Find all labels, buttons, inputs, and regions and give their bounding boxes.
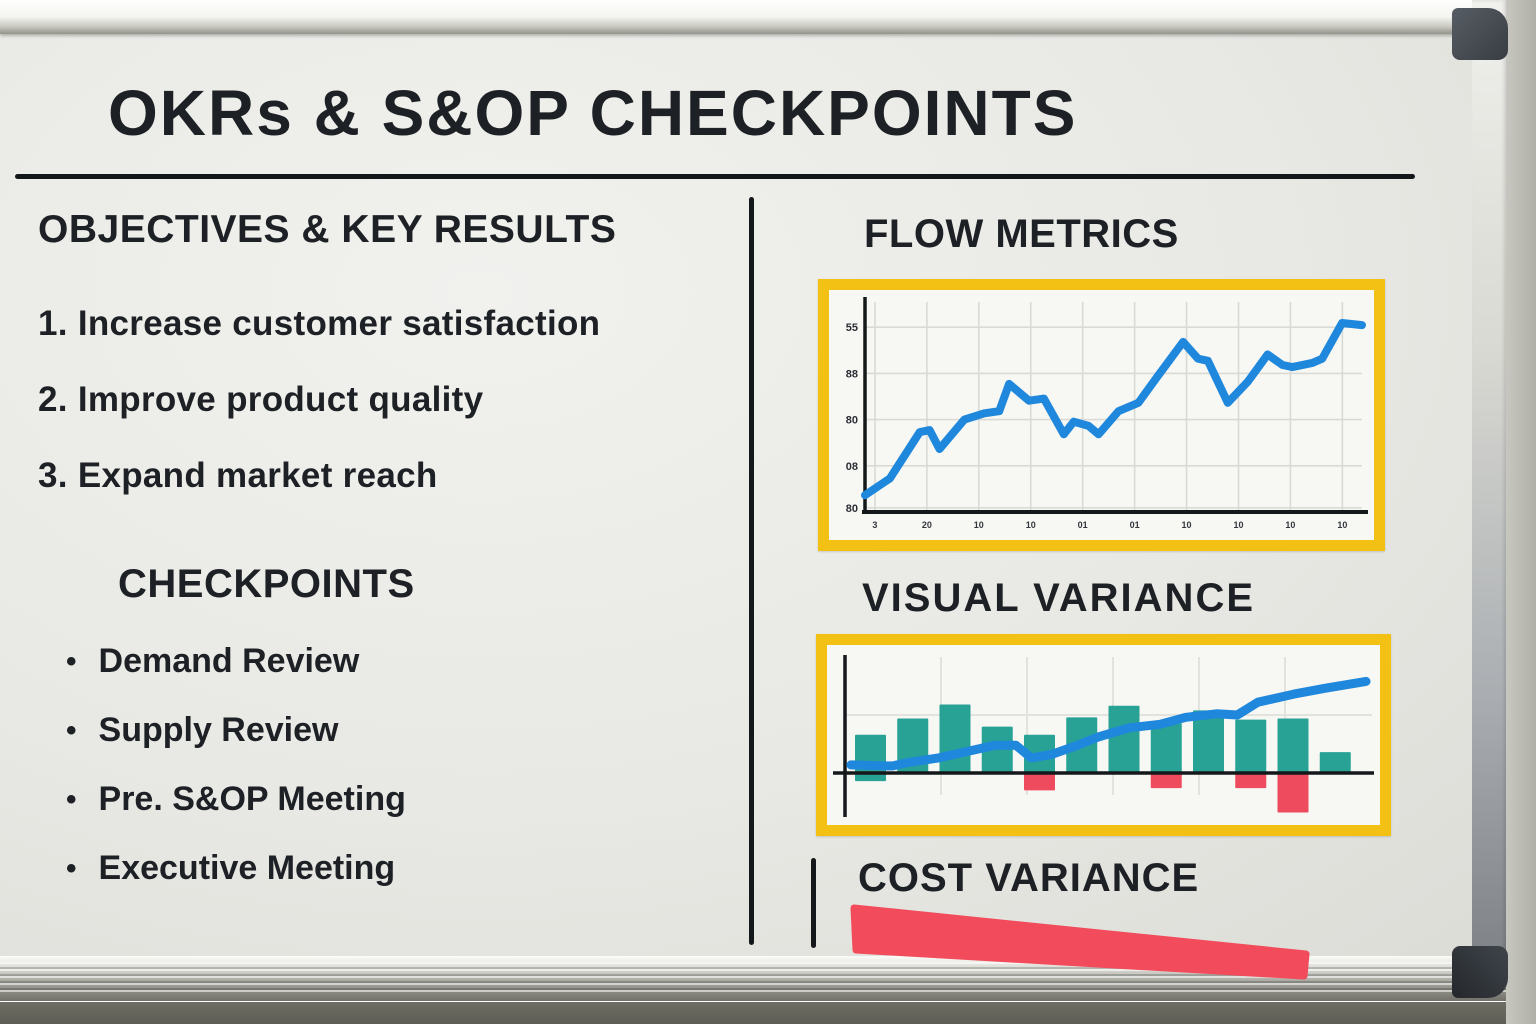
flow-metrics-line-chart: 55 88 80 08 80 3 20 10 10 01 01 10 10 10 10: [846, 297, 1368, 530]
svg-text:55: 55: [846, 322, 858, 334]
checkpoints-section-heading: CHECKPOINTS: [118, 562, 415, 606]
frame-corner-cap-bottom-right: [1452, 946, 1508, 998]
svg-text:10: 10: [1337, 520, 1347, 530]
cost-variance-heading: COST VARIANCE: [858, 856, 1200, 900]
wall-right-of-board: [1506, 0, 1536, 1024]
wall-below-board: [0, 1002, 1536, 1024]
whiteboard-frame-top: [0, 0, 1512, 34]
checkpoint-label: Supply Review: [98, 711, 339, 749]
svg-text:10: 10: [1182, 520, 1192, 530]
objectives-list: 1. Increase customer satisfaction 2. Impr…: [38, 304, 600, 532]
svg-text:08: 08: [846, 461, 858, 473]
flow-metrics-chart-frame: 55 88 80 08 80 3 20 10 10 01 01 10 10 10 10: [818, 279, 1385, 551]
objective-item: 1. Increase customer satisfaction: [38, 304, 601, 343]
checkpoint-item: • Executive Meeting: [66, 849, 406, 918]
bullet-icon: •: [66, 783, 77, 816]
checkpoint-item: • Demand Review: [66, 642, 406, 711]
visual-variance-heading: VISUAL VARIANCE: [862, 576, 1256, 620]
objective-item: 3. Expand market reach: [38, 456, 438, 495]
svg-text:3: 3: [872, 520, 877, 530]
svg-text:20: 20: [922, 520, 932, 530]
page-title: OKRs & S&OP CHECKPOINTS: [108, 77, 1078, 149]
column-divider-line: [749, 197, 754, 945]
svg-text:10: 10: [974, 520, 984, 530]
checkpoint-item: • Pre. S&OP Meeting: [66, 780, 406, 849]
title-underline-rule: [15, 174, 1415, 179]
frame-corner-cap-top-right: [1452, 8, 1508, 60]
okr-section-heading: OBJECTIVES & KEY RESULTS: [38, 208, 617, 251]
svg-text:10: 10: [1026, 520, 1036, 530]
bullet-icon: •: [66, 714, 77, 747]
svg-text:80: 80: [846, 503, 858, 515]
svg-text:01: 01: [1130, 520, 1140, 530]
svg-text:01: 01: [1078, 520, 1088, 530]
svg-text:10: 10: [1233, 520, 1243, 530]
checkpoint-label: Executive Meeting: [98, 849, 396, 887]
checkpoint-label: Pre. S&OP Meeting: [98, 780, 406, 818]
flow-metrics-heading: FLOW METRICS: [864, 212, 1179, 256]
svg-text:88: 88: [846, 368, 858, 380]
checkpoint-label: Demand Review: [98, 642, 360, 680]
cost-variance-tick-line: [811, 858, 816, 948]
visual-variance-bar-chart: [833, 655, 1374, 817]
visual-variance-chart-frame: [816, 634, 1391, 836]
bullet-icon: •: [66, 852, 77, 885]
svg-text:10: 10: [1285, 520, 1295, 530]
cost-variance-trend-stroke: [846, 898, 1316, 986]
checkpoints-list: • Demand Review • Supply Review • Pre. S&OP M…: [66, 642, 406, 918]
svg-text:80: 80: [846, 415, 858, 427]
bullet-icon: •: [66, 645, 77, 678]
whiteboard-frame-right: [1472, 0, 1506, 1002]
checkpoint-item: • Supply Review: [66, 711, 406, 780]
objective-item: 2. Improve product quality: [38, 380, 484, 419]
